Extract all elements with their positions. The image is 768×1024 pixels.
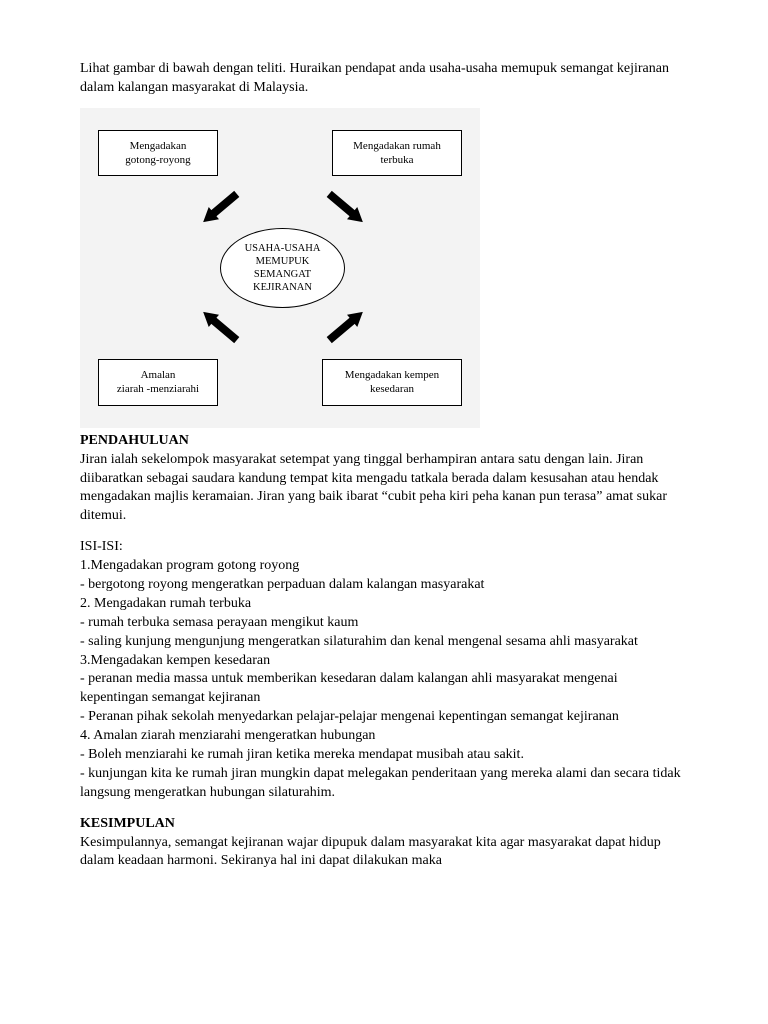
isi-section: ISI-ISI: 1.Mengadakan program gotong roy… <box>80 538 688 802</box>
isi-line: 1.Mengadakan program gotong royong <box>80 557 688 576</box>
kesimpulan-title: KESIMPULAN <box>80 815 688 834</box>
diagram-box-top-left: Mengadakangotong-royong <box>98 130 218 177</box>
kesimpulan-body: Kesimpulannya, semangat kejiranan wajar … <box>80 834 688 872</box>
pendahuluan-section: PENDAHULUAN Jiran ialah sekelompok masya… <box>80 432 688 526</box>
arrow-icon <box>198 306 242 347</box>
isi-line: - Peranan pihak sekolah menyedarkan pela… <box>80 708 688 727</box>
intro-text: Lihat gambar di bawah dengan teliti. Hur… <box>80 60 688 98</box>
arrow-icon <box>324 306 368 347</box>
isi-line: - Boleh menziarahi ke rumah jiran ketika… <box>80 746 688 765</box>
isi-line: 3.Mengadakan kempen kesedaran <box>80 652 688 671</box>
arrow-icon <box>324 188 368 229</box>
diagram-center-ellipse: USAHA-USAHAMEMUPUKSEMANGATKEJIRANAN <box>220 228 345 308</box>
arrow-icon <box>198 188 242 229</box>
isi-line: - kunjungan kita ke rumah jiran mungkin … <box>80 765 688 803</box>
diagram-box-bottom-right: Mengadakan kempenkesedaran <box>322 359 462 406</box>
isi-line: 2. Mengadakan rumah terbuka <box>80 595 688 614</box>
isi-line: - rumah terbuka semasa perayaan mengikut… <box>80 614 688 633</box>
isi-line: - peranan media massa untuk memberikan k… <box>80 670 688 708</box>
isi-title: ISI-ISI: <box>80 538 688 557</box>
isi-line: - saling kunjung mengunjung mengeratkan … <box>80 633 688 652</box>
isi-line: 4. Amalan ziarah menziarahi mengeratkan … <box>80 727 688 746</box>
kesimpulan-section: KESIMPULAN Kesimpulannya, semangat kejir… <box>80 815 688 872</box>
concept-diagram: Mengadakangotong-royong Mengadakan rumah… <box>80 108 480 428</box>
pendahuluan-body: Jiran ialah sekelompok masyarakat setemp… <box>80 451 688 527</box>
diagram-box-top-right: Mengadakan rumahterbuka <box>332 130 462 177</box>
pendahuluan-title: PENDAHULUAN <box>80 432 688 451</box>
isi-line: - bergotong royong mengeratkan perpaduan… <box>80 576 688 595</box>
isi-list: 1.Mengadakan program gotong royong- berg… <box>80 557 688 803</box>
diagram-box-bottom-left: Amalanziarah -menziarahi <box>98 359 218 406</box>
